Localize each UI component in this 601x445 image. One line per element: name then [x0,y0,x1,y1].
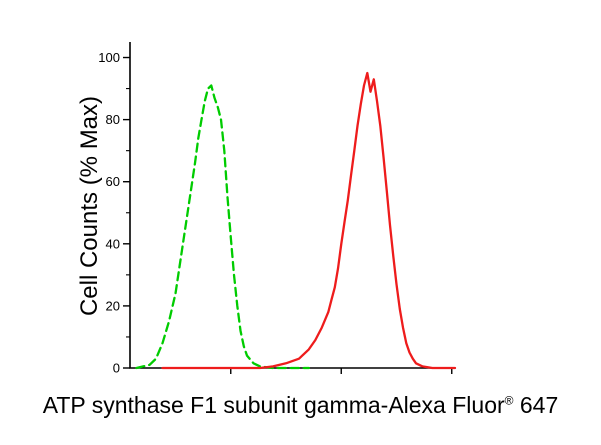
figure-caption: ATP synthase F1 subunit gamma-Alexa Fluo… [0,392,601,419]
svg-text:20: 20 [106,298,120,313]
caption-text: ATP synthase F1 subunit gamma-Alexa Fluo… [42,392,505,418]
svg-text:60: 60 [106,174,120,189]
caption-suffix: 647 [513,392,559,418]
svg-text:0: 0 [113,361,120,376]
svg-text:80: 80 [106,112,120,127]
svg-text:100: 100 [98,50,120,65]
svg-text:40: 40 [106,236,120,251]
registered-trademark-symbol: ® [504,393,514,408]
y-axis-label: Cell Counts (% Max) [76,95,103,317]
